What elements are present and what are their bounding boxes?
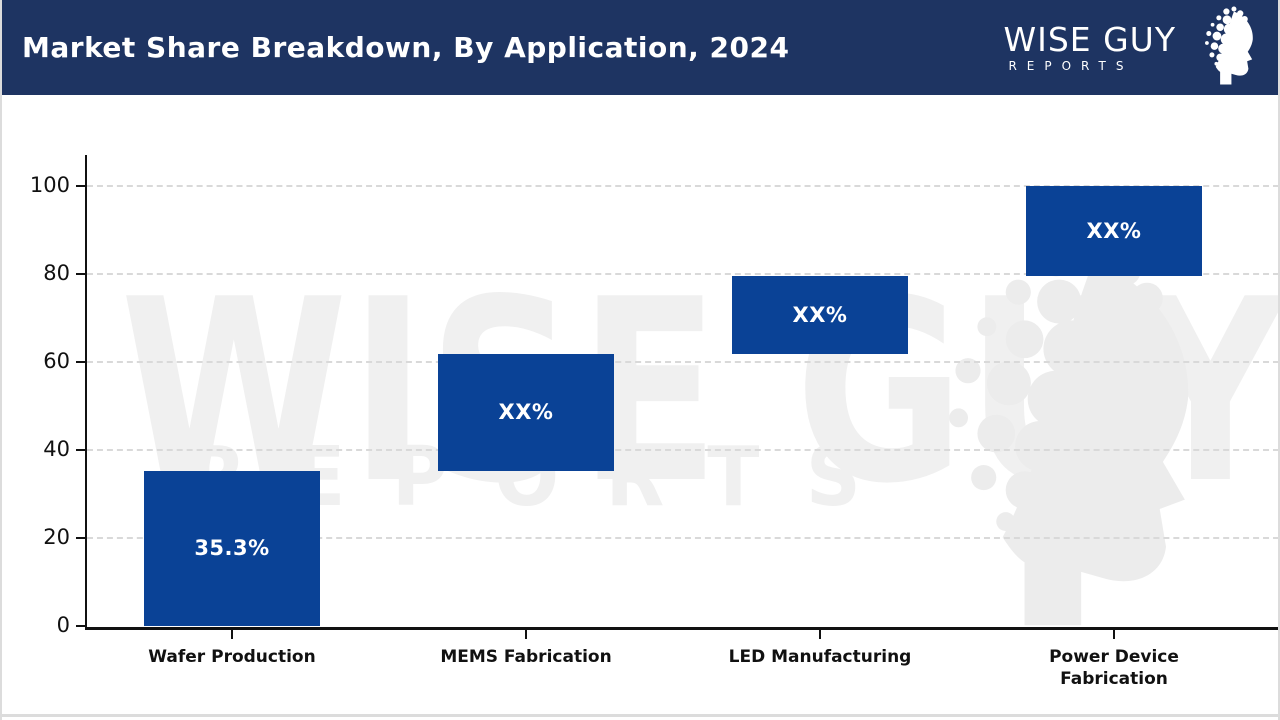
y-tick-mark: [76, 625, 85, 627]
y-tick-mark: [76, 273, 85, 275]
y-tick-label: 0: [56, 613, 70, 637]
x-category-label: MEMS Fabrication: [440, 647, 612, 667]
x-tick-mark: [819, 630, 821, 639]
bar-3: XX%: [732, 276, 908, 355]
logo-subtitle-text: REPORTS: [1008, 59, 1134, 73]
plot-area: WISE GUY REPORTS 0 20 40 60 80 100 35.3% Wafer …: [2, 95, 1278, 720]
bar-value-label: XX%: [792, 303, 848, 328]
x-tick-mark: [231, 630, 233, 639]
gridline: [87, 537, 1278, 539]
gridline: [87, 185, 1278, 187]
bar-value-label: XX%: [1086, 219, 1142, 244]
y-tick-label: 60: [43, 349, 70, 373]
gridline: [87, 449, 1278, 451]
y-tick-mark: [76, 449, 85, 451]
gridline: [87, 361, 1278, 363]
bar-value-label: 35.3%: [194, 536, 270, 561]
logo-wordmark-text: WISE GUY: [1003, 20, 1176, 59]
y-tick-label: 20: [43, 525, 70, 549]
y-tick-mark: [76, 361, 85, 363]
x-axis-line: [85, 627, 1278, 630]
bar-1: 35.3%: [144, 470, 320, 626]
chart-title: Market Share Breakdown, By Application, …: [22, 31, 790, 64]
x-tick-mark: [525, 630, 527, 639]
y-axis-line: [85, 155, 87, 629]
gridline: [87, 273, 1278, 275]
wise-guy-logo: WISE GUY REPORTS: [1003, 4, 1264, 92]
x-category-label: LED Manufacturing: [728, 647, 912, 667]
y-tick-mark: [76, 537, 85, 539]
y-tick-label: 80: [43, 261, 70, 285]
bottom-border: [2, 714, 1278, 717]
plot-layer: 0 20 40 60 80 100 35.3% Wafer Production XX% MEMS…: [2, 95, 1278, 720]
bar-value-label: XX%: [498, 400, 554, 425]
header: Market Share Breakdown, By Application, …: [2, 0, 1278, 95]
y-tick-label: 100: [29, 173, 70, 197]
bar-2: XX%: [438, 354, 614, 471]
x-category-label: Wafer Production: [148, 647, 316, 667]
y-tick-label: 40: [43, 437, 70, 461]
logo-head-icon: [1205, 6, 1253, 84]
logo-wordmark: WISE GUY REPORTS: [1003, 23, 1176, 72]
x-category-label: Power Device Fabrication: [1049, 647, 1179, 690]
bar-4: XX%: [1026, 186, 1202, 277]
y-tick-mark: [76, 185, 85, 187]
x-tick-mark: [1113, 630, 1115, 639]
